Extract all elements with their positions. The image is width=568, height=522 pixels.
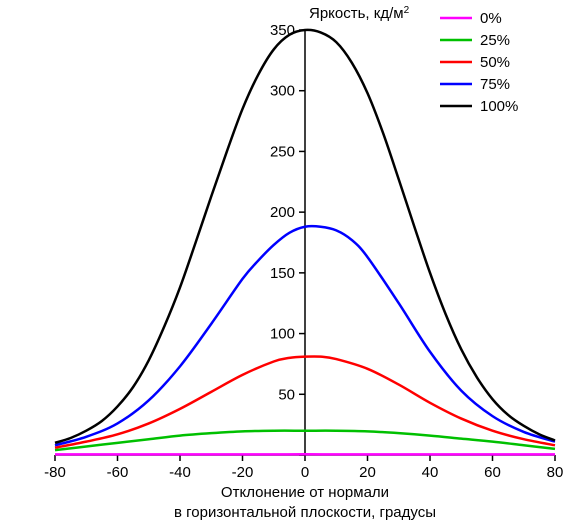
- y-tick-label: 50: [278, 386, 295, 403]
- y-tick-label: 100: [270, 326, 295, 343]
- legend-label: 0%: [480, 10, 502, 27]
- y-tick-label: 150: [270, 265, 295, 282]
- y-tick-label: 200: [270, 204, 295, 221]
- y-axis-title: Яркость, кд/м2: [309, 5, 410, 23]
- x-tick-label: -60: [107, 464, 129, 481]
- x-tick-label: -20: [232, 464, 254, 481]
- x-tick-label: 20: [359, 464, 376, 481]
- legend-label: 50%: [480, 54, 510, 71]
- y-tick-label: 300: [270, 83, 295, 100]
- y-tick-label: 250: [270, 143, 295, 160]
- x-tick-label: 60: [484, 464, 501, 481]
- y-tick-label: 350: [270, 22, 295, 39]
- x-axis-title-1: Отклонение от нормали: [221, 484, 389, 501]
- x-tick-label: 80: [547, 464, 564, 481]
- x-tick-label: -80: [44, 464, 66, 481]
- x-tick-label: -40: [169, 464, 191, 481]
- x-tick-label: 0: [301, 464, 309, 481]
- legend-label: 100%: [480, 98, 518, 115]
- x-axis-title-2: в горизонтальной плоскости, градусы: [174, 504, 436, 521]
- brightness-chart: -80 -60 -40 -20 0 20 40 60 80 50 100 150 200 250 300 35…: [0, 0, 568, 522]
- legend-label: 75%: [480, 76, 510, 93]
- legend-label: 25%: [480, 32, 510, 49]
- x-tick-label: 40: [422, 464, 439, 481]
- chart-svg: -80 -60 -40 -20 0 20 40 60 80 50 100 150 200 250 300 35…: [0, 0, 568, 522]
